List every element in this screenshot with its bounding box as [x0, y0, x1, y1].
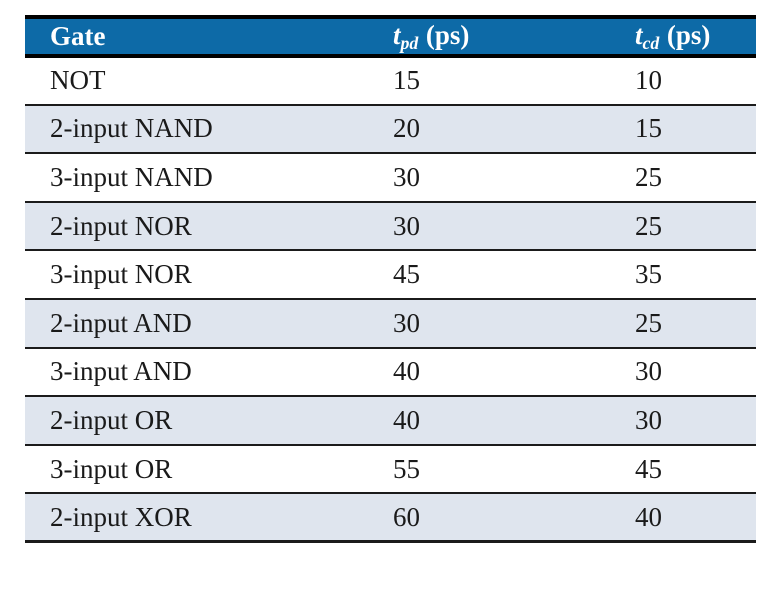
gate-name-cell: 2-input AND: [50, 307, 192, 338]
header-cell-tpd: tpd (ps): [393, 15, 635, 58]
table-row: 2-input NAND 20 15: [25, 104, 756, 154]
table-row: 3-input OR 55 45: [25, 445, 756, 494]
table-row: 2-input AND 30 25: [25, 298, 756, 348]
gate-name-cell: 3-input NOR: [50, 259, 192, 290]
gate-name-cell: 2-input NOR: [50, 210, 192, 241]
gate-name-cell: 3-input OR: [50, 453, 173, 484]
tcd-value-cell: 25: [635, 307, 662, 338]
tpd-value-cell: 45: [393, 259, 420, 290]
tpd-value-cell: 30: [393, 161, 420, 192]
tcd-value-cell: 30: [635, 404, 662, 435]
tcd-value-cell: 15: [635, 113, 662, 144]
tcd-value-cell: 10: [635, 65, 662, 96]
table-row: 3-input NAND 30 25: [25, 153, 756, 202]
tpd-unit: (ps): [425, 19, 470, 50]
tpd-value-cell: 15: [393, 65, 420, 96]
gate-name-cell: 3-input AND: [50, 356, 192, 387]
tpd-value-cell: 60: [393, 501, 420, 532]
table-body: NOT 15 10 2-input NAND 20 15 3-input NAN…: [25, 56, 756, 542]
tcd-value-cell: 40: [635, 501, 662, 532]
gate-column-label: Gate: [50, 21, 106, 51]
table-header: Gate tpd (ps) tcd (ps): [25, 15, 756, 58]
tpd-value-cell: 40: [393, 404, 420, 435]
tcd-value-cell: 45: [635, 453, 662, 484]
tcd-unit: (ps): [666, 19, 711, 50]
tpd-value-cell: 30: [393, 210, 420, 241]
table-row: 2-input OR 40 30: [25, 396, 756, 445]
gate-name-cell: 2-input OR: [50, 404, 173, 435]
table-row: 2-input NOR 30 25: [25, 201, 756, 251]
gate-name-cell: 3-input NAND: [50, 161, 213, 192]
tcd-symbol: t: [635, 19, 643, 50]
tpd-value-cell: 40: [393, 356, 420, 387]
gate-name-cell: 2-input NAND: [50, 113, 213, 144]
gate-name-cell: 2-input XOR: [50, 501, 192, 532]
tcd-value-cell: 35: [635, 259, 662, 290]
gate-delay-table: Gate tpd (ps) tcd (ps) NOT 15 10 2-input N…: [25, 15, 756, 543]
gate-delay-table-container: Gate tpd (ps) tcd (ps) NOT 15 10 2-input N…: [25, 15, 756, 543]
tcd-value-cell: 25: [635, 161, 662, 192]
gate-name-cell: NOT: [50, 65, 106, 96]
header-cell-tcd: tcd (ps): [635, 15, 756, 58]
tcd-value-cell: 25: [635, 210, 662, 241]
tpd-value-cell: 55: [393, 453, 420, 484]
table-row: 2-input XOR 60 40: [25, 493, 756, 542]
tcd-value-cell: 30: [635, 356, 662, 387]
table-row: NOT 15 10: [25, 56, 756, 105]
tpd-symbol: t: [393, 19, 401, 50]
tpd-value-cell: 20: [393, 113, 420, 144]
table-row: 3-input AND 40 30: [25, 348, 756, 397]
header-cell-gate: Gate: [25, 15, 393, 58]
tcd-subscript: cd: [642, 32, 660, 53]
header-row: Gate tpd (ps) tcd (ps): [25, 15, 756, 58]
tpd-subscript: pd: [400, 32, 419, 53]
table-row: 3-input NOR 45 35: [25, 250, 756, 299]
tpd-value-cell: 30: [393, 307, 420, 338]
